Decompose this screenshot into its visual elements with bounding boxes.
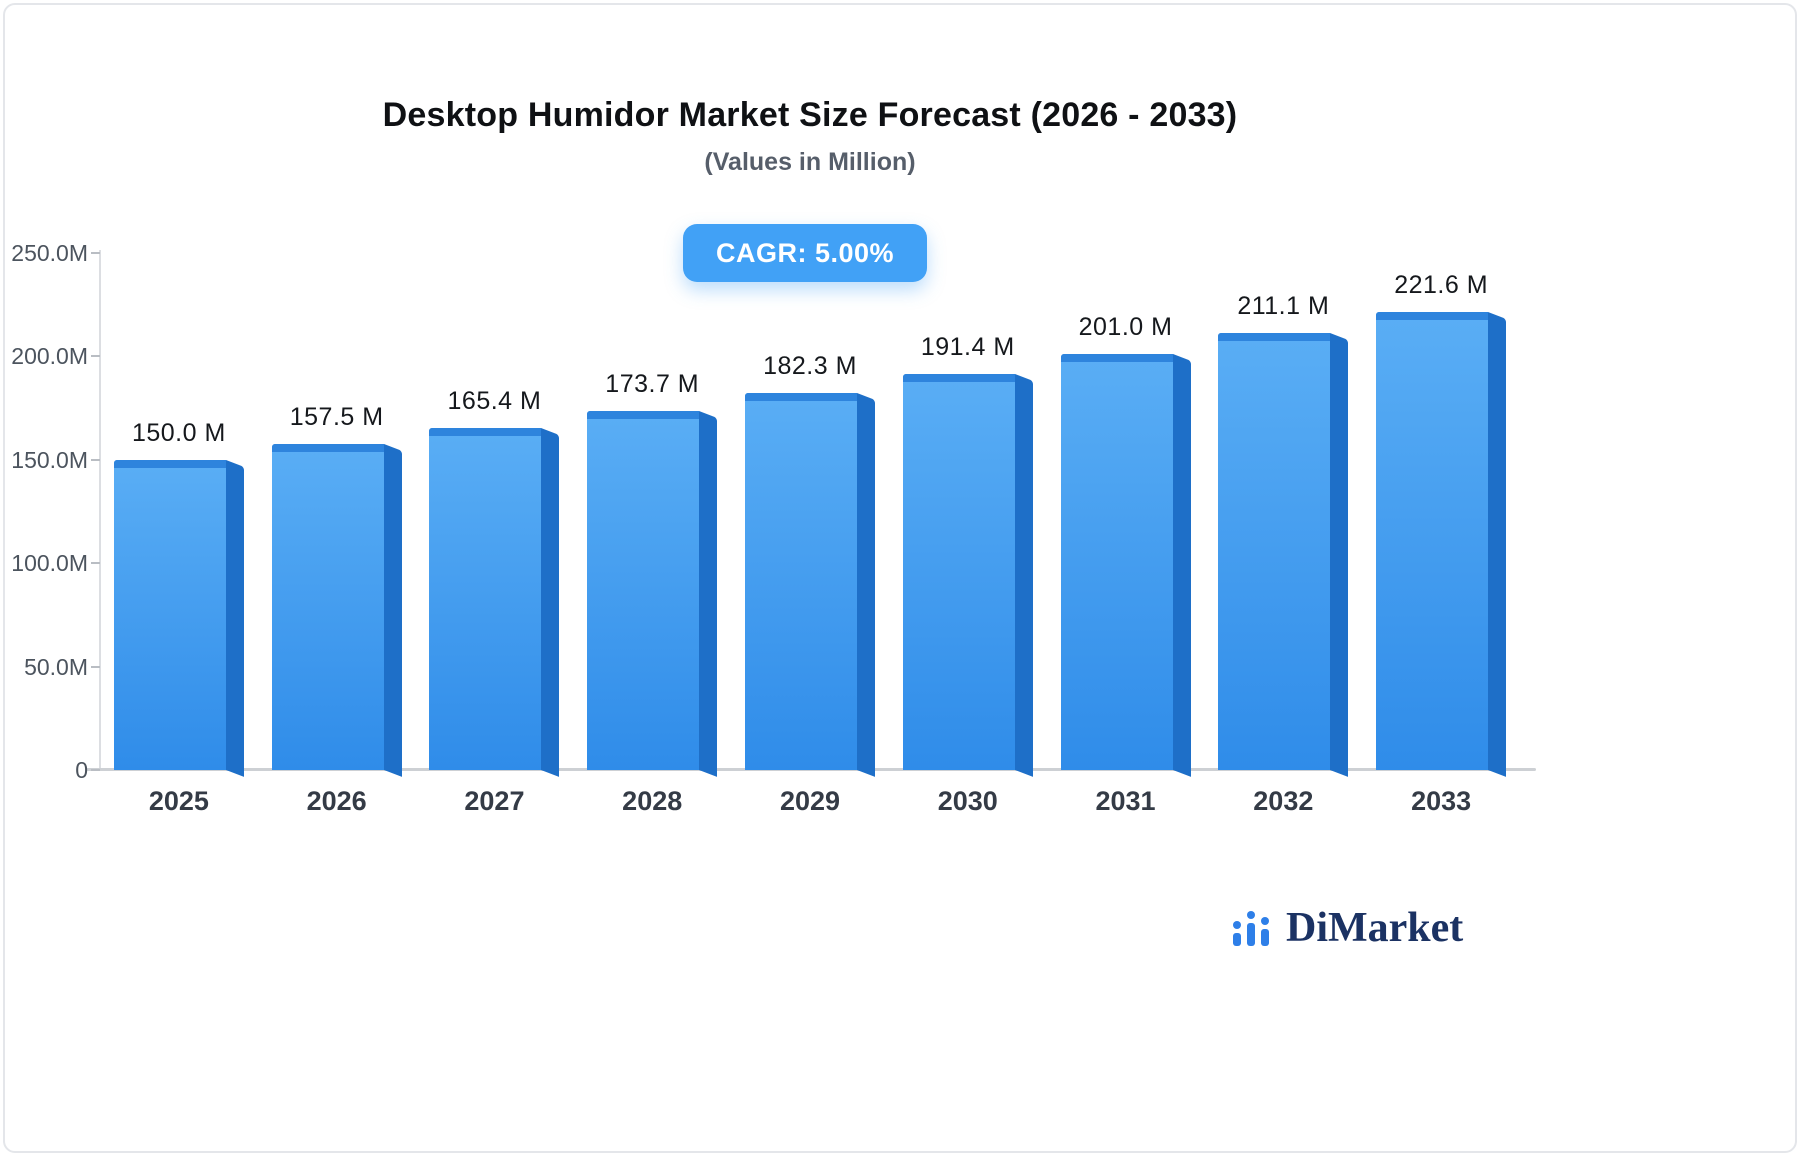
y-tick-mark — [91, 562, 100, 565]
y-tick-mark — [91, 252, 100, 254]
chart-title: Desktop Humidor Market Size Forecast (20… — [382, 96, 1238, 134]
x-tick-label-2026: 2026 — [306, 786, 367, 816]
y-tick-label-250.0M: 250.0M — [11, 240, 88, 266]
bar-top-face — [271, 444, 384, 452]
bar-side-face — [857, 393, 875, 777]
bar-value-label: 165.4 M — [447, 387, 542, 415]
brand-name: DiMarket — [1286, 905, 1464, 951]
bar-top-face — [429, 428, 542, 436]
bar-value-label: 173.7 M — [605, 370, 700, 398]
bar-top-face — [1376, 312, 1489, 320]
x-tick-label-2027: 2027 — [464, 786, 525, 816]
y-tick-mark — [91, 458, 100, 461]
bar-top-face — [902, 374, 1015, 382]
bar-value-label: 211.1 M — [1237, 292, 1330, 320]
bar-front-face — [1060, 354, 1173, 770]
bar-2025: 150.0 M — [113, 253, 244, 777]
bar-front-face — [902, 374, 1015, 770]
bar-side-face — [225, 460, 244, 777]
x-axis-labels: 2025 2026 2027 2028 2029 2030 2031 2032 2033 — [100, 786, 1520, 826]
x-tick-label-2028: 2028 — [622, 786, 683, 816]
y-tick-label-50.0M: 50.0M — [24, 653, 88, 680]
bar-value-label: 157.5 M — [289, 403, 384, 431]
bar-top-face — [587, 411, 700, 419]
y-tick-mark — [91, 665, 100, 668]
bar-top-face — [1218, 333, 1331, 341]
bar-side-face — [383, 444, 402, 777]
bar-value-label: 182.3 M — [763, 352, 857, 380]
bar-front-face — [587, 411, 700, 770]
cagr-badge: CAGR: 5.00% — [683, 224, 927, 282]
bar-top-face — [745, 393, 857, 401]
bar-2026: 157.5 M — [271, 253, 402, 777]
bar-2028: 173.7 M — [587, 253, 718, 777]
bar-side-face — [699, 411, 718, 777]
x-tick-label-2029: 2029 — [779, 786, 841, 816]
bar-value-label: 221.6 M — [1394, 271, 1489, 299]
x-tick-label-2031: 2031 — [1095, 786, 1156, 816]
cagr-badge-label: CAGR: 5.00% — [715, 237, 895, 268]
x-tick-label-2033: 2033 — [1411, 786, 1472, 816]
bar-side-face — [1330, 333, 1349, 777]
y-tick-label-150.0M: 150.0M — [11, 446, 88, 473]
bar-front-face — [1376, 312, 1489, 770]
bar-2027: 165.4 M — [429, 253, 560, 777]
chart-subtitle: (Values in Million) — [704, 148, 916, 176]
bar-top-face — [113, 460, 226, 468]
x-tick-label-2025: 2025 — [148, 786, 209, 816]
plot-area: 150.0 M 157.5 M 165.4 M 173.7 M 182.3 M 191.4… — [100, 253, 1520, 777]
y-axis-line — [99, 250, 101, 770]
bar-side-face — [541, 428, 560, 777]
bar-value-label: 191.4 M — [920, 333, 1015, 361]
bar-front-face — [429, 428, 542, 770]
bar-2030: 191.4 M — [902, 253, 1033, 777]
x-tick-label-2032: 2032 — [1253, 786, 1314, 816]
bar-value-label: 201.0 M — [1078, 313, 1173, 341]
bar-chart-logo-icon — [1233, 911, 1269, 946]
brand-logo: DiMarket — [1228, 903, 1463, 949]
y-tick-label-0: 0 — [75, 757, 88, 783]
bar-2029: 182.3 M — [745, 253, 875, 777]
bar-2032: 211.1 M — [1218, 253, 1349, 777]
bar-side-face — [1488, 312, 1507, 777]
bar-2033: 221.6 M — [1376, 253, 1507, 777]
bar-front-face — [745, 393, 857, 770]
x-tick-label-2030: 2030 — [937, 786, 998, 816]
y-tick-label-100.0M: 100.0M — [11, 550, 88, 577]
y-tick-mark — [91, 769, 100, 771]
y-tick-label-200.0M: 200.0M — [11, 343, 88, 370]
bar-front-face — [1218, 333, 1331, 770]
bar-value-label: 150.0 M — [131, 419, 226, 447]
bar-front-face — [113, 460, 226, 770]
bar-2031: 201.0 M — [1060, 253, 1191, 777]
bar-side-face — [1172, 354, 1191, 777]
bar-front-face — [271, 444, 384, 770]
bar-side-face — [1014, 374, 1033, 777]
y-tick-mark — [91, 355, 100, 358]
bar-top-face — [1060, 354, 1173, 362]
